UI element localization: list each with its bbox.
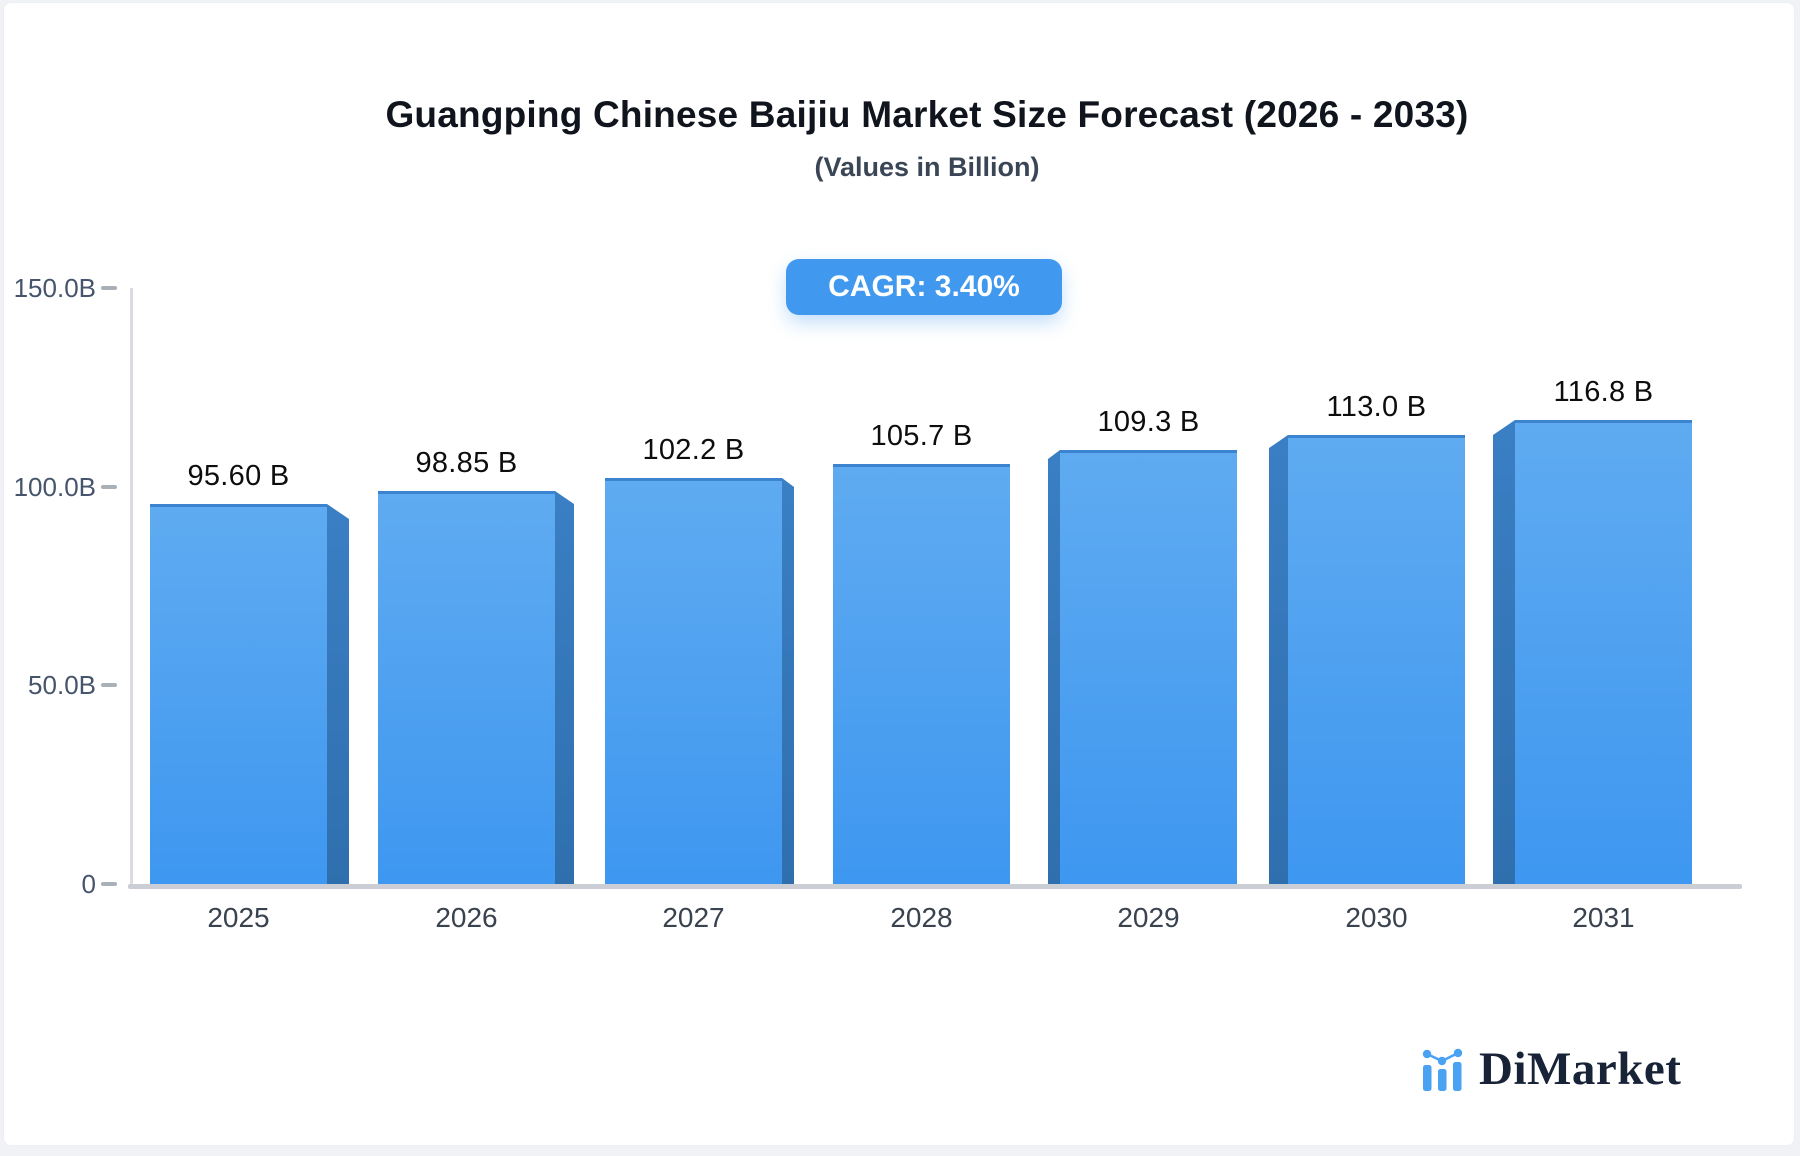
bar-value-label-2029: 109.3 B — [1097, 406, 1200, 438]
x-axis-label-2026: 2026 — [435, 902, 498, 933]
bar-value-label-2030: 113.0 B — [1326, 391, 1427, 423]
bar-side-face-2027 — [782, 478, 794, 884]
y-tick-mark — [101, 882, 117, 886]
y-tick-mark — [101, 286, 117, 290]
x-axis-label-2031: 2031 — [1572, 902, 1635, 933]
x-axis-baseline — [128, 884, 1742, 889]
bar-2028[interactable] — [833, 464, 1010, 884]
dimarket-logo-text: DiMarket — [1479, 1043, 1682, 1095]
y-tick-mark — [101, 683, 117, 687]
bar-side-face-2030 — [1269, 435, 1288, 884]
chart-title: Guangping Chinese Baijiu Market Size For… — [385, 94, 1469, 135]
y-tick-label: 0 — [81, 869, 96, 899]
bar-side-face-2025 — [327, 504, 349, 884]
y-tick-label: 150.0B — [13, 273, 96, 303]
cagr-badge: CAGR: 3.40% — [786, 259, 1062, 315]
bar-value-label-2028: 105.7 B — [870, 420, 973, 452]
bar-side-face-2029 — [1048, 450, 1060, 884]
y-tick-label: 50.0B — [28, 670, 96, 700]
bar-2026[interactable] — [378, 491, 555, 884]
bar-2027[interactable] — [605, 478, 782, 884]
bar-value-label-2025: 95.60 B — [187, 460, 290, 492]
x-axis-label-2028: 2028 — [890, 902, 953, 933]
bar-side-face-2026 — [555, 491, 574, 884]
x-axis-label-2025: 2025 — [207, 902, 270, 933]
bar-value-label-2026: 98.85 B — [415, 447, 518, 479]
y-tick-mark — [101, 485, 117, 489]
bar-2025[interactable] — [150, 504, 327, 884]
x-axis-label-2027: 2027 — [662, 902, 725, 933]
chart-subtitle: (Values in Billion) — [814, 152, 1040, 182]
y-tick-label: 100.0B — [13, 472, 96, 502]
bar-2031[interactable] — [1515, 420, 1692, 884]
x-axis-label-2029: 2029 — [1117, 902, 1180, 933]
bar-value-label-2027: 102.2 B — [642, 434, 745, 466]
dimarket-logo: DiMarket — [1421, 1042, 1681, 1096]
bar-side-face-2031 — [1493, 420, 1515, 884]
x-axis-label-2030: 2030 — [1345, 902, 1408, 933]
bar-2030[interactable] — [1288, 435, 1465, 884]
y-axis-line — [130, 288, 133, 889]
bar-value-label-2031: 116.8 B — [1553, 376, 1654, 408]
dimarket-logo-icon — [1421, 1047, 1465, 1091]
bar-2029[interactable] — [1060, 450, 1237, 884]
title-block: Guangping Chinese Baijiu Market Size For… — [54, 94, 1800, 183]
